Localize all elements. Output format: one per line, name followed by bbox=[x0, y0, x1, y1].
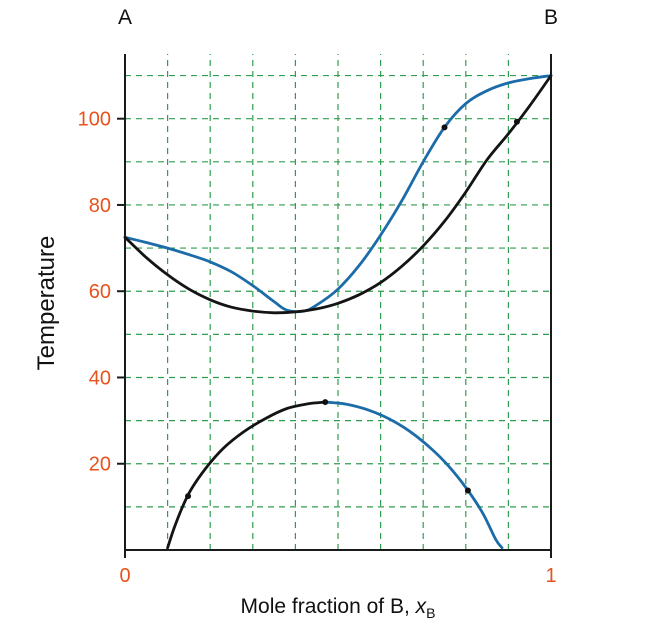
x-axis-title-text: Mole fraction of B, bbox=[240, 595, 416, 618]
y-axis-title: Temperature bbox=[33, 235, 60, 371]
data-point-marker bbox=[513, 118, 520, 125]
x-tick-label: 0 bbox=[119, 565, 130, 587]
y-tick-label: 20 bbox=[89, 454, 111, 476]
data-point-marker bbox=[441, 124, 448, 131]
miscibility-dome-right bbox=[323, 400, 504, 550]
data-point-marker bbox=[322, 399, 329, 406]
data-point-marker bbox=[185, 493, 192, 500]
x-axis-title-variable: x bbox=[415, 595, 427, 618]
y-tick-label: 80 bbox=[89, 195, 111, 217]
miscibility-dome-left bbox=[166, 400, 327, 550]
component-a-label: A bbox=[117, 6, 133, 29]
y-tick-label: 40 bbox=[89, 367, 111, 389]
component-b-label: B bbox=[543, 6, 559, 29]
liquid-bubble-curve bbox=[123, 74, 553, 315]
y-tick-label: 60 bbox=[89, 281, 111, 303]
x-tick-label: 1 bbox=[545, 565, 556, 587]
data-point-marker bbox=[464, 487, 471, 494]
x-axis-title-subscript: B bbox=[426, 605, 436, 622]
y-tick-label: 100 bbox=[78, 109, 111, 131]
x-axis-title: Mole fraction of B, xB bbox=[241, 595, 436, 621]
vapor-dew-curve bbox=[123, 74, 553, 313]
